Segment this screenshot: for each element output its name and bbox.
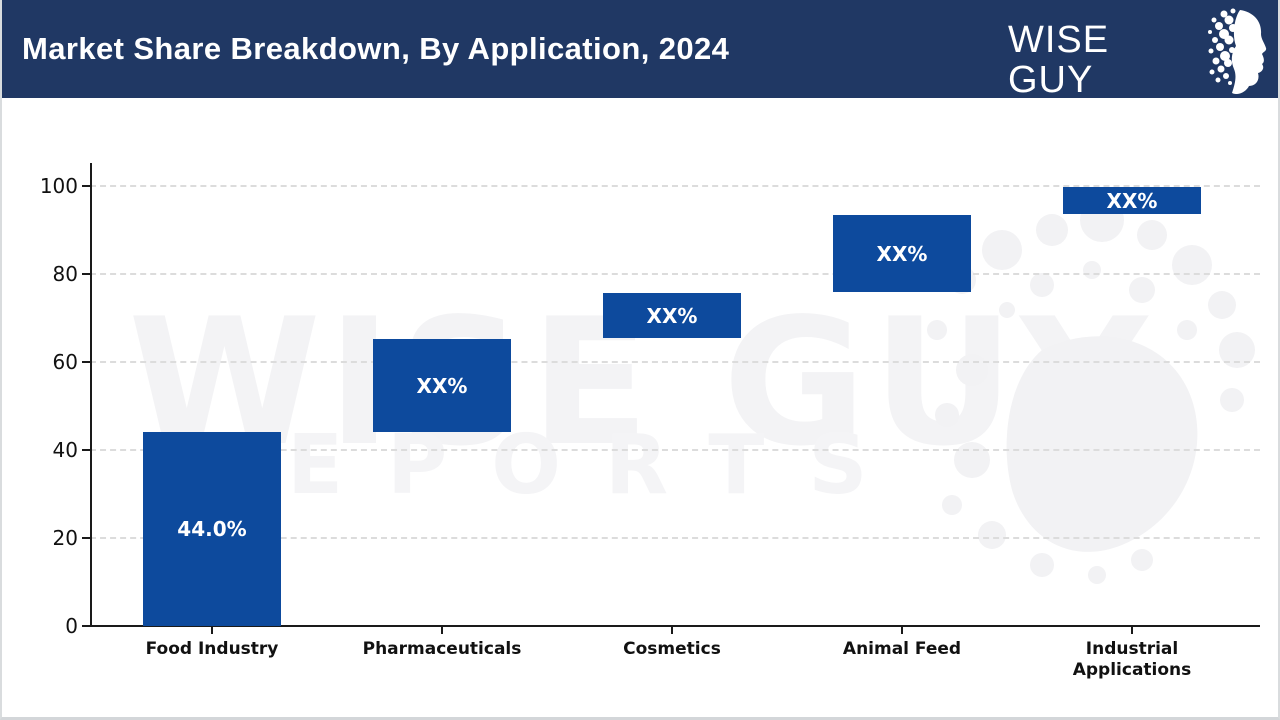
gridline-100 <box>90 185 1260 187</box>
y-axis-tick-label-text: 80 <box>52 262 78 286</box>
watermark-subtitle: REPORTS <box>180 418 912 513</box>
gridline-40 <box>90 449 1260 451</box>
x-axis-tick <box>441 627 443 634</box>
x-axis-category-label-text: Cosmetics <box>623 639 721 659</box>
y-axis-tick <box>82 185 90 187</box>
bar-food-industry: 44.0% <box>143 432 281 626</box>
wiseguy-logo-wordmark: WISE GUY <box>1008 19 1110 101</box>
bar-animal-feed: XX% <box>833 215 971 293</box>
x-axis-category-label: Food Industry <box>132 639 292 660</box>
axis-spine-left <box>90 163 92 627</box>
header-band: Market Share Breakdown, By Application, … <box>2 0 1278 118</box>
y-axis-tick <box>82 537 90 539</box>
y-axis-tick-label-text: 40 <box>52 438 78 462</box>
y-axis-tick <box>82 273 90 275</box>
x-axis-category-label-text: Animal Feed <box>842 639 962 659</box>
bar-value-label: 44.0% <box>177 517 247 542</box>
bar-value-label: XX% <box>416 373 468 398</box>
bar-industrial-applications: XX% <box>1063 186 1201 215</box>
bar-value-label: XX% <box>876 241 928 266</box>
bar-cosmetics: XX% <box>603 292 741 339</box>
y-axis-tick-label-text: 60 <box>52 350 78 374</box>
wiseguy-face-logo-icon <box>1208 8 1267 94</box>
x-axis-tick <box>211 627 213 634</box>
x-axis-category-label-text: Industrial Applications <box>1072 639 1192 680</box>
y-axis-tick-label: 0 <box>22 616 78 636</box>
x-axis-tick <box>671 627 673 634</box>
y-axis-tick-label: 100 <box>22 176 78 196</box>
x-axis-category-label: Industrial Applications <box>1052 639 1212 681</box>
x-axis-tick <box>1131 627 1133 634</box>
x-axis-category-label-text: Food Industry <box>145 639 279 659</box>
x-axis-tick <box>901 627 903 634</box>
y-axis-tick-label-text: 20 <box>52 526 78 550</box>
wiseguy-logo-text: WISE GUY REPORTS <box>1008 20 1206 118</box>
page-title: Market Share Breakdown, By Application, … <box>22 31 730 66</box>
y-axis-tick <box>82 449 90 451</box>
x-axis-category-label: Animal Feed <box>822 639 982 660</box>
wiseguy-logo-subtitle: REPORTS <box>1008 102 1156 118</box>
gridline-20 <box>90 537 1260 539</box>
y-axis-tick <box>82 625 90 627</box>
y-axis-tick <box>82 361 90 363</box>
bar-value-label: XX% <box>646 303 698 328</box>
y-axis-tick-label: 20 <box>22 528 78 548</box>
x-axis-category-label: Pharmaceuticals <box>362 639 522 660</box>
bar-value-label: XX% <box>1106 188 1158 213</box>
y-axis-tick-label-text: 100 <box>39 174 78 198</box>
gridline-60 <box>90 361 1260 363</box>
y-axis-tick-label: 40 <box>22 440 78 460</box>
wiseguy-logo: WISE GUY REPORTS <box>1008 6 1268 118</box>
y-axis-tick-label-text: 0 <box>65 614 78 638</box>
bar-pharmaceuticals: XX% <box>373 338 511 433</box>
x-axis-category-label-text: Pharmaceuticals <box>362 639 522 659</box>
watermark-face-icon <box>927 198 1255 584</box>
y-axis-tick-label: 80 <box>22 264 78 284</box>
axis-spine-bottom <box>90 625 1260 627</box>
y-axis-tick-label: 60 <box>22 352 78 372</box>
x-axis-category-label: Cosmetics <box>592 639 752 660</box>
gridline-80 <box>90 273 1260 275</box>
